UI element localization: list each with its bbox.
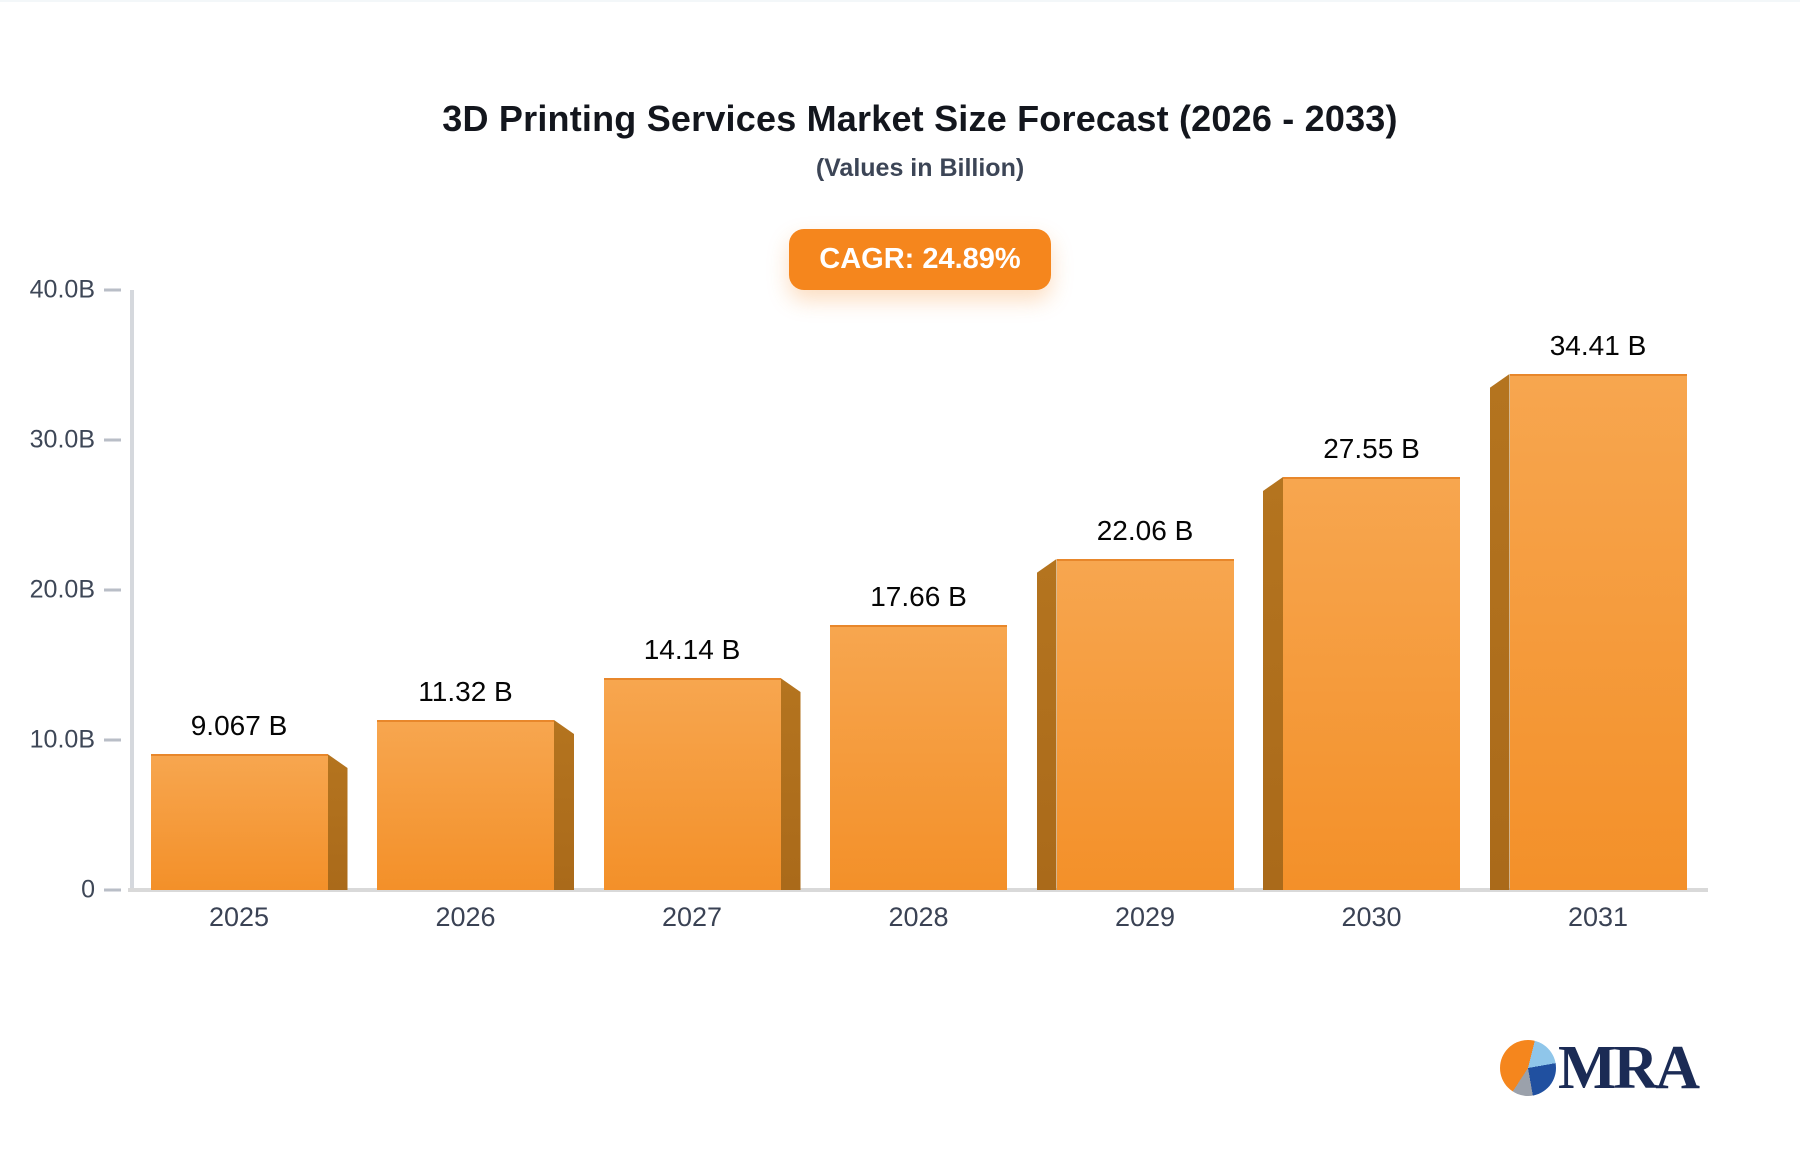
x-tick-label-2025: 2025 bbox=[208, 902, 270, 932]
y-tick-label-0: 0 bbox=[81, 875, 95, 904]
y-tick-label-40.0B: 40.0B bbox=[29, 275, 95, 304]
chart-subtitle: (Values in Billion) bbox=[815, 154, 1025, 182]
chart-title: 3D Printing Services Market Size Forecas… bbox=[442, 98, 1398, 139]
bar-2030: 27.55 B bbox=[1263, 433, 1460, 890]
mra-logo: MRA bbox=[1500, 1034, 1700, 1102]
mra-logo-text: MRA bbox=[1558, 1034, 1700, 1102]
bar-2028: 17.66 B bbox=[830, 581, 1007, 890]
bar-3d-side-2031 bbox=[1489, 374, 1510, 890]
bar-face-2028 bbox=[830, 625, 1007, 890]
x-tick-label-2028: 2028 bbox=[888, 902, 949, 932]
mra-pie-chart-icon bbox=[1500, 1040, 1556, 1096]
bar-face-2026 bbox=[377, 720, 554, 890]
bar-value-label-2030: 27.55 B bbox=[1323, 433, 1420, 464]
chart-header: 3D Printing Services Market Size Forecas… bbox=[130, 2, 1710, 290]
bar-3d-side-2030 bbox=[1263, 477, 1283, 890]
x-tick-label-2030: 2030 bbox=[1341, 902, 1402, 932]
bar-3d-side-2027 bbox=[780, 678, 801, 890]
bar-face-2031 bbox=[1509, 374, 1687, 890]
bar-value-label-2026: 11.32 B bbox=[418, 676, 513, 707]
y-tick-dash bbox=[104, 588, 121, 592]
x-tick-label-2027: 2027 bbox=[661, 902, 723, 932]
x-tick-label-2031: 2031 bbox=[1567, 902, 1629, 932]
bar-value-label-2031: 34.41 B bbox=[1549, 330, 1647, 361]
bar-2027: 14.14 B bbox=[603, 634, 801, 890]
bar-face-2030 bbox=[1283, 477, 1460, 890]
y-tick-dash bbox=[104, 888, 121, 892]
y-tick-dash bbox=[104, 438, 121, 442]
x-tick-label-2029: 2029 bbox=[1114, 902, 1176, 932]
y-tick-dash bbox=[104, 288, 121, 292]
bar-2026: 11.32 B bbox=[377, 676, 574, 890]
y-tick-label-30.0B: 30.0B bbox=[29, 425, 95, 454]
bar-2031: 34.41 B bbox=[1489, 330, 1687, 890]
x-axis-baseline bbox=[128, 888, 1708, 892]
x-tick-label-2026: 2026 bbox=[435, 902, 496, 932]
bar-face-2027 bbox=[603, 678, 781, 890]
y-tick-dash bbox=[104, 738, 121, 742]
bar-2025: 9.067 B bbox=[150, 710, 348, 890]
bar-value-label-2025: 9.067 B bbox=[190, 710, 288, 741]
y-axis-line bbox=[130, 290, 134, 890]
bar-3d-side-2025 bbox=[327, 754, 348, 890]
bar-value-label-2027: 14.14 B bbox=[643, 634, 741, 665]
cagr-badge: CAGR: 24.89% bbox=[789, 229, 1051, 290]
y-tick-label-20.0B: 20.0B bbox=[29, 575, 95, 604]
bar-face-2025 bbox=[150, 754, 328, 890]
bar-3d-side-2029 bbox=[1036, 559, 1057, 890]
bar-face-2029 bbox=[1056, 559, 1234, 890]
y-tick-label-10.0B: 10.0B bbox=[29, 725, 95, 754]
bar-3d-side-2026 bbox=[554, 720, 574, 890]
bar-2029: 22.06 B bbox=[1036, 515, 1234, 890]
bar-value-label-2028: 17.66 B bbox=[870, 581, 967, 612]
bar-value-label-2029: 22.06 B bbox=[1096, 515, 1194, 546]
